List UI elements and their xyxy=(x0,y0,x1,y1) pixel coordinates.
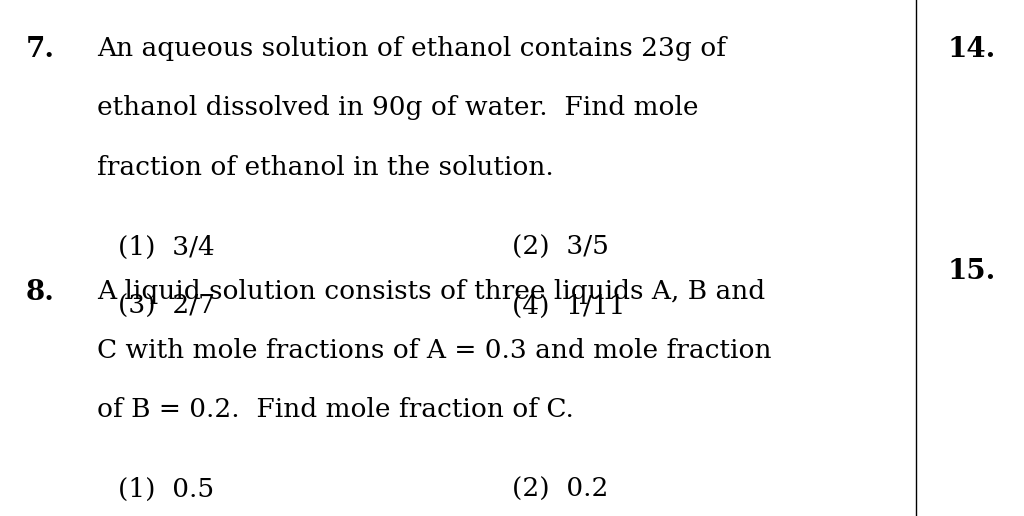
Text: (2)  0.2: (2) 0.2 xyxy=(512,477,608,502)
Text: (2)  3/5: (2) 3/5 xyxy=(512,235,609,260)
Text: 14.: 14. xyxy=(947,36,995,63)
Text: ethanol dissolved in 90g of water.  Find mole: ethanol dissolved in 90g of water. Find … xyxy=(97,95,698,120)
Text: C with mole fractions of A = 0.3 and mole fraction: C with mole fractions of A = 0.3 and mol… xyxy=(97,338,772,363)
Text: 7.: 7. xyxy=(26,36,54,63)
Text: (4)  1/11: (4) 1/11 xyxy=(512,294,626,319)
Text: (1)  3/4: (1) 3/4 xyxy=(118,235,214,260)
Text: 8.: 8. xyxy=(26,279,54,305)
Text: A liquid solution consists of three liquids A, B and: A liquid solution consists of three liqu… xyxy=(97,279,765,303)
Text: 15.: 15. xyxy=(947,258,995,285)
Text: An aqueous solution of ethanol contains 23g of: An aqueous solution of ethanol contains … xyxy=(97,36,726,61)
Text: (1)  0.5: (1) 0.5 xyxy=(118,477,214,502)
Text: (3)  2/7: (3) 2/7 xyxy=(118,294,215,319)
Text: of B = 0.2.  Find mole fraction of C.: of B = 0.2. Find mole fraction of C. xyxy=(97,397,574,422)
Text: fraction of ethanol in the solution.: fraction of ethanol in the solution. xyxy=(97,155,554,180)
